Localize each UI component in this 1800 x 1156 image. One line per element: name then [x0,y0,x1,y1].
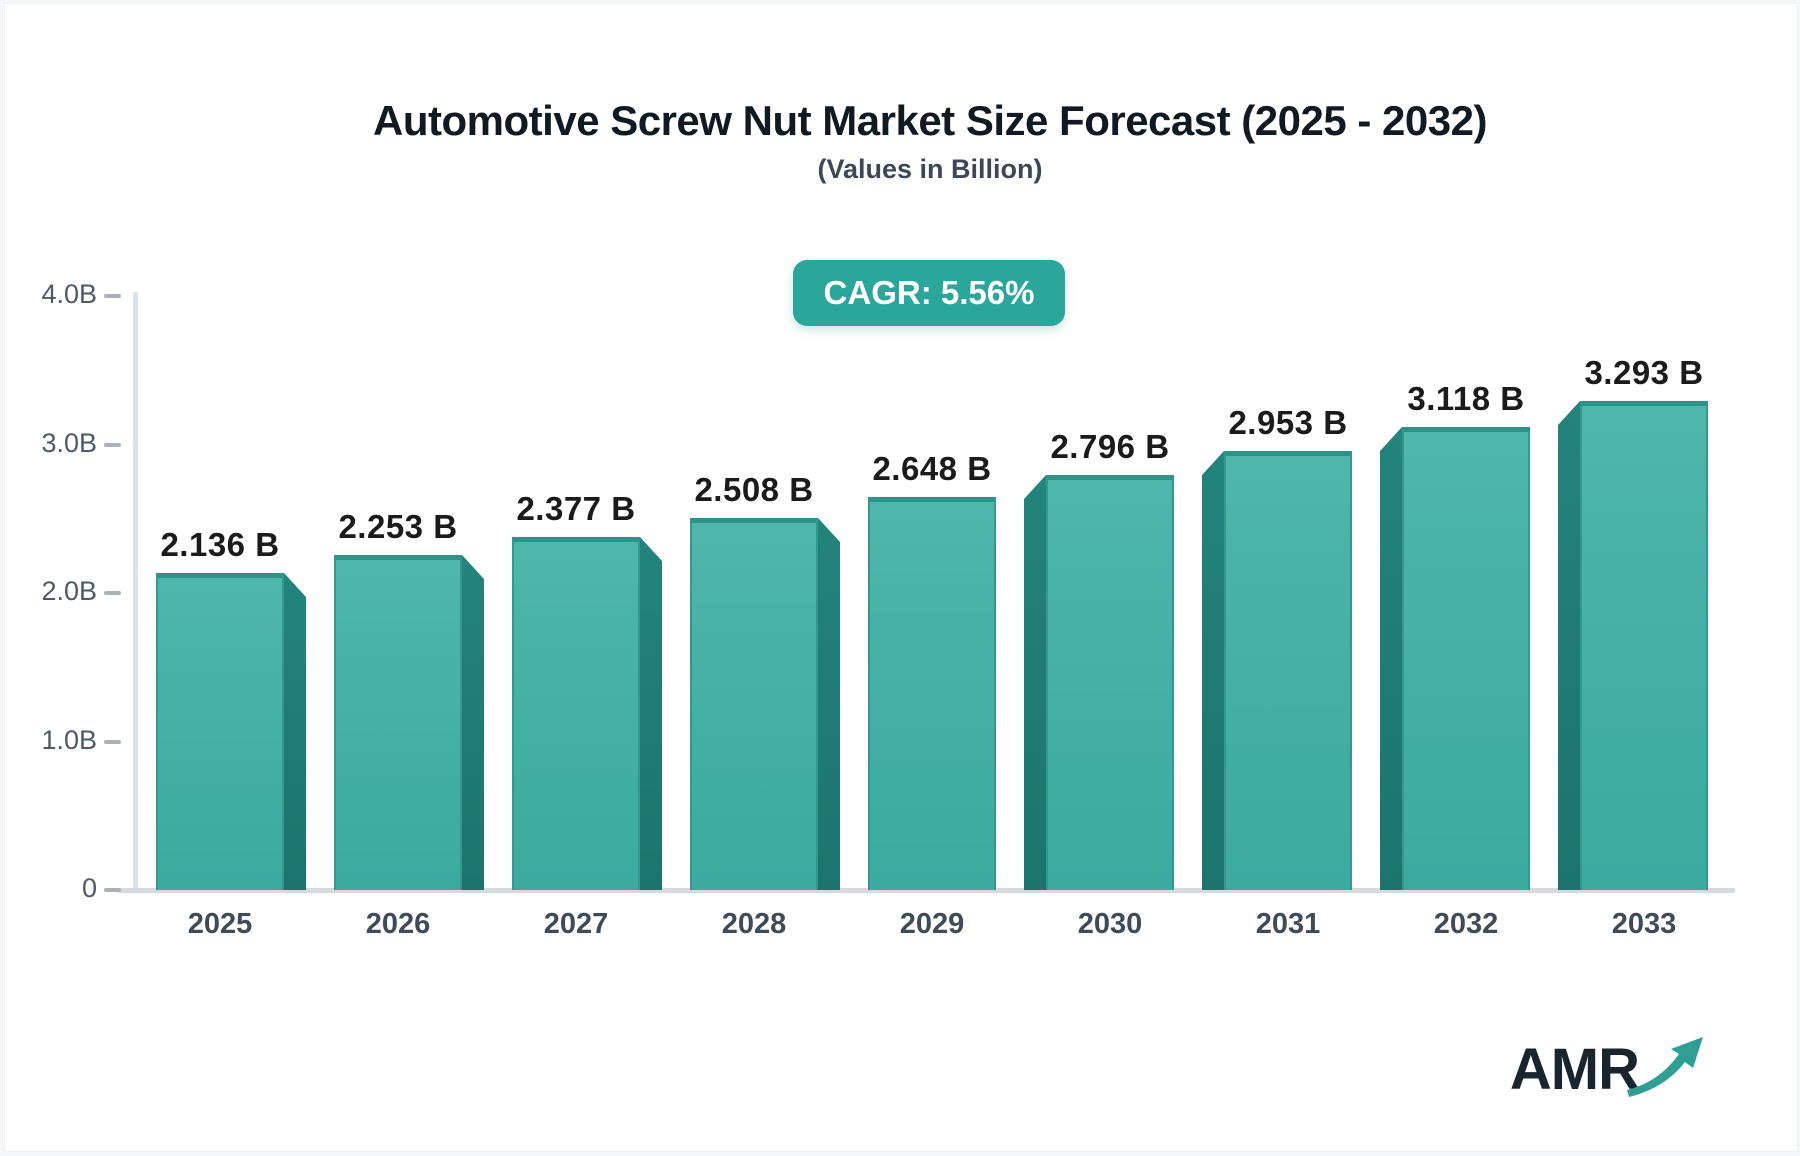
x-axis-label: 2033 [1611,908,1677,940]
bar-value-label: 2.796 B [1050,428,1170,465]
bar-side-face [640,537,662,890]
x-axis-label: 2025 [187,908,253,940]
bar-value-label: 3.118 B [1407,380,1525,417]
growth-arrow-icon [1627,1037,1703,1097]
y-tick-label: 1.0B [41,724,97,755]
bar-side-face [462,555,484,890]
y-tick-mark [104,888,121,892]
bar-value-label: 2.648 B [872,450,992,487]
x-axis-label: 2030 [1077,908,1143,940]
chart-title: Automotive Screw Nut Market Size Forecas… [373,97,1487,144]
bar-value-label: 2.377 B [516,490,636,527]
y-tick-mark [104,739,121,744]
bar-2027 [512,537,640,890]
y-axis-line [133,292,138,893]
bar-value-label: 2.508 B [694,471,814,508]
x-axis-label: 2027 [543,908,609,940]
bar-side-face [284,573,306,890]
y-tick-mark [104,294,121,298]
bar-2032 [1402,427,1530,890]
y-tick-label: 0 [81,873,97,903]
bar-2033 [1580,401,1708,890]
y-tick-label: 3.0B [41,427,97,458]
bar-side-face [1558,401,1580,890]
x-axis-label: 2032 [1433,908,1499,940]
chart-subtitle: (Values in Billion) [817,154,1043,184]
bar-side-face [1202,451,1224,890]
x-axis-label: 2026 [365,908,431,940]
y-tick-label: 2.0B [41,576,97,606]
x-axis-baseline [117,888,1735,893]
bar-2031 [1224,451,1352,890]
bar-side-face [1024,475,1046,890]
bar-value-label: 2.953 B [1228,404,1348,441]
bar-2029 [868,497,996,890]
x-axis-label: 2031 [1255,908,1321,940]
chart-card: Automotive Screw Nut Market Size Forecas… [4,3,1798,1152]
y-tick-label: 4.0B [41,279,97,309]
bar-value-label: 2.253 B [338,508,458,545]
amr-logo-text: AMR [1509,1037,1640,1102]
bar-2026 [334,555,462,890]
amr-logo: AMR [1510,1035,1709,1105]
y-tick-mark [104,442,121,447]
bar-2028 [690,518,818,890]
bar-2030 [1046,475,1174,890]
bar-value-label: 3.293 B [1584,354,1704,391]
bar-value-label: 2.136 B [160,526,280,563]
bar-side-face [818,518,840,890]
cagr-badge: CAGR: 5.56% [793,260,1065,326]
x-axis-label: 2029 [899,908,965,940]
bar-chart: 0 1.0B 2.0B 3.0B 4.0B 2.136 B 2025 2.253 B 2026 2… [5,4,1797,1151]
bar-2025 [156,573,284,890]
y-tick-mark [104,591,121,595]
x-axis-label: 2028 [721,908,787,940]
bar-side-face [1380,427,1402,890]
